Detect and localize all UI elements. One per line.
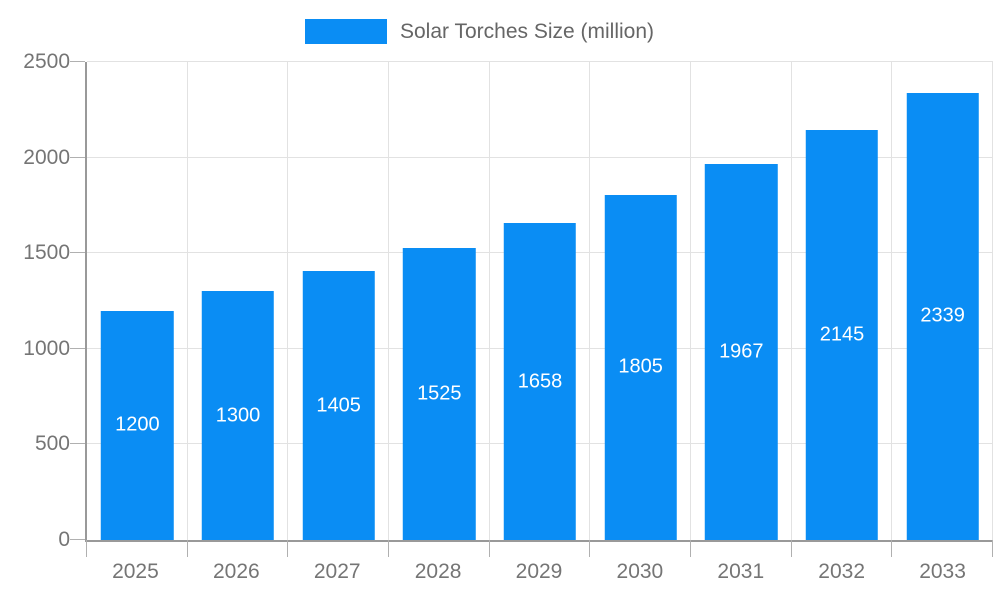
x-tick-label: 2029: [515, 560, 563, 583]
bar[interactable]: 1967: [705, 163, 778, 540]
bar-value-label: 2339: [920, 304, 965, 327]
bar-value-label: 2145: [819, 323, 865, 346]
v-gridline: [488, 62, 490, 540]
x-tick-label: 2028: [414, 560, 462, 583]
v-gridline: [186, 62, 188, 540]
bar[interactable]: 1405: [302, 271, 375, 540]
y-tick: [70, 347, 85, 349]
bar-slot: 1200: [87, 62, 188, 540]
x-axis-labels: 2025 2026 2027 2028 2029 2030 2031 2032 2033: [85, 552, 993, 588]
bar-slot: 1405: [288, 62, 389, 540]
x-tick-label: 2031: [717, 560, 765, 583]
x-tick: [488, 540, 490, 557]
plot-area: 1200 1300 1405 1525 1658 1805 1967 2145 2339: [70, 61, 993, 557]
bar[interactable]: 1805: [604, 194, 677, 540]
bar[interactable]: 2145: [805, 129, 879, 540]
y-tick: [70, 443, 85, 445]
bar-slot: 1658: [490, 62, 591, 540]
x-tick: [790, 540, 792, 557]
bar-slot: 1805: [590, 62, 691, 540]
bar-value-label: 1658: [517, 370, 563, 392]
legend-swatch: [305, 19, 387, 44]
x-tick: [86, 540, 87, 557]
bar-slot: 1300: [188, 62, 289, 540]
bar[interactable]: 1525: [403, 248, 476, 540]
bar-value-label: 1967: [719, 340, 764, 363]
x-tick: [186, 540, 188, 557]
y-tick-label: 500: [34, 432, 70, 456]
v-gridline: [689, 62, 691, 540]
x-tick-label: 2033: [919, 560, 966, 583]
y-tick: [70, 156, 85, 158]
bar-slot: 1967: [691, 62, 792, 540]
x-tick-label: 2025: [112, 560, 159, 583]
y-tick-label: 1500: [23, 241, 70, 265]
x-tick: [287, 540, 289, 557]
legend[interactable]: Solar Torches Size (million): [305, 19, 654, 44]
h-gridline: [87, 61, 993, 62]
bar[interactable]: 1658: [503, 223, 577, 540]
bar[interactable]: 2339: [906, 92, 979, 540]
v-gridline: [992, 62, 993, 540]
x-tick: [689, 540, 691, 557]
v-gridline: [891, 62, 893, 540]
v-gridline: [287, 62, 289, 540]
h-gridline: [87, 156, 993, 158]
bar-value-label: 1300: [215, 404, 261, 427]
y-tick: [70, 252, 85, 254]
bar-slot: 2339: [892, 62, 993, 540]
y-tick: [70, 61, 85, 62]
bar[interactable]: 1300: [201, 291, 275, 540]
x-tick-label: 2026: [212, 560, 260, 583]
x-tick-label: 2032: [818, 560, 866, 583]
v-gridline: [790, 62, 792, 540]
v-gridline: [387, 62, 389, 540]
bar-slot: 2145: [792, 62, 893, 540]
y-tick-label: 0: [58, 528, 70, 551]
x-tick-label: 2027: [313, 560, 361, 583]
v-gridline: [589, 62, 591, 540]
y-axis-labels: 0 500 1000 1500 2000 2500: [0, 50, 70, 551]
x-tick: [589, 540, 591, 557]
x-tick: [992, 540, 993, 557]
y-tick-label: 2500: [23, 50, 70, 73]
x-tick: [387, 540, 389, 557]
bar-slot: 1525: [389, 62, 490, 540]
bar-value-label: 1200: [115, 413, 160, 436]
y-tick-label: 1000: [23, 336, 70, 360]
bar-value-label: 1805: [618, 355, 663, 378]
bar[interactable]: 1200: [101, 310, 174, 540]
bar-value-label: 1525: [417, 382, 462, 405]
bar-value-label: 1405: [316, 394, 361, 417]
y-tick-label: 2000: [23, 145, 70, 169]
y-tick: [70, 539, 85, 540]
legend-label: Solar Torches Size (million): [400, 19, 655, 43]
x-tick-label: 2030: [616, 560, 664, 583]
x-tick: [891, 540, 893, 557]
